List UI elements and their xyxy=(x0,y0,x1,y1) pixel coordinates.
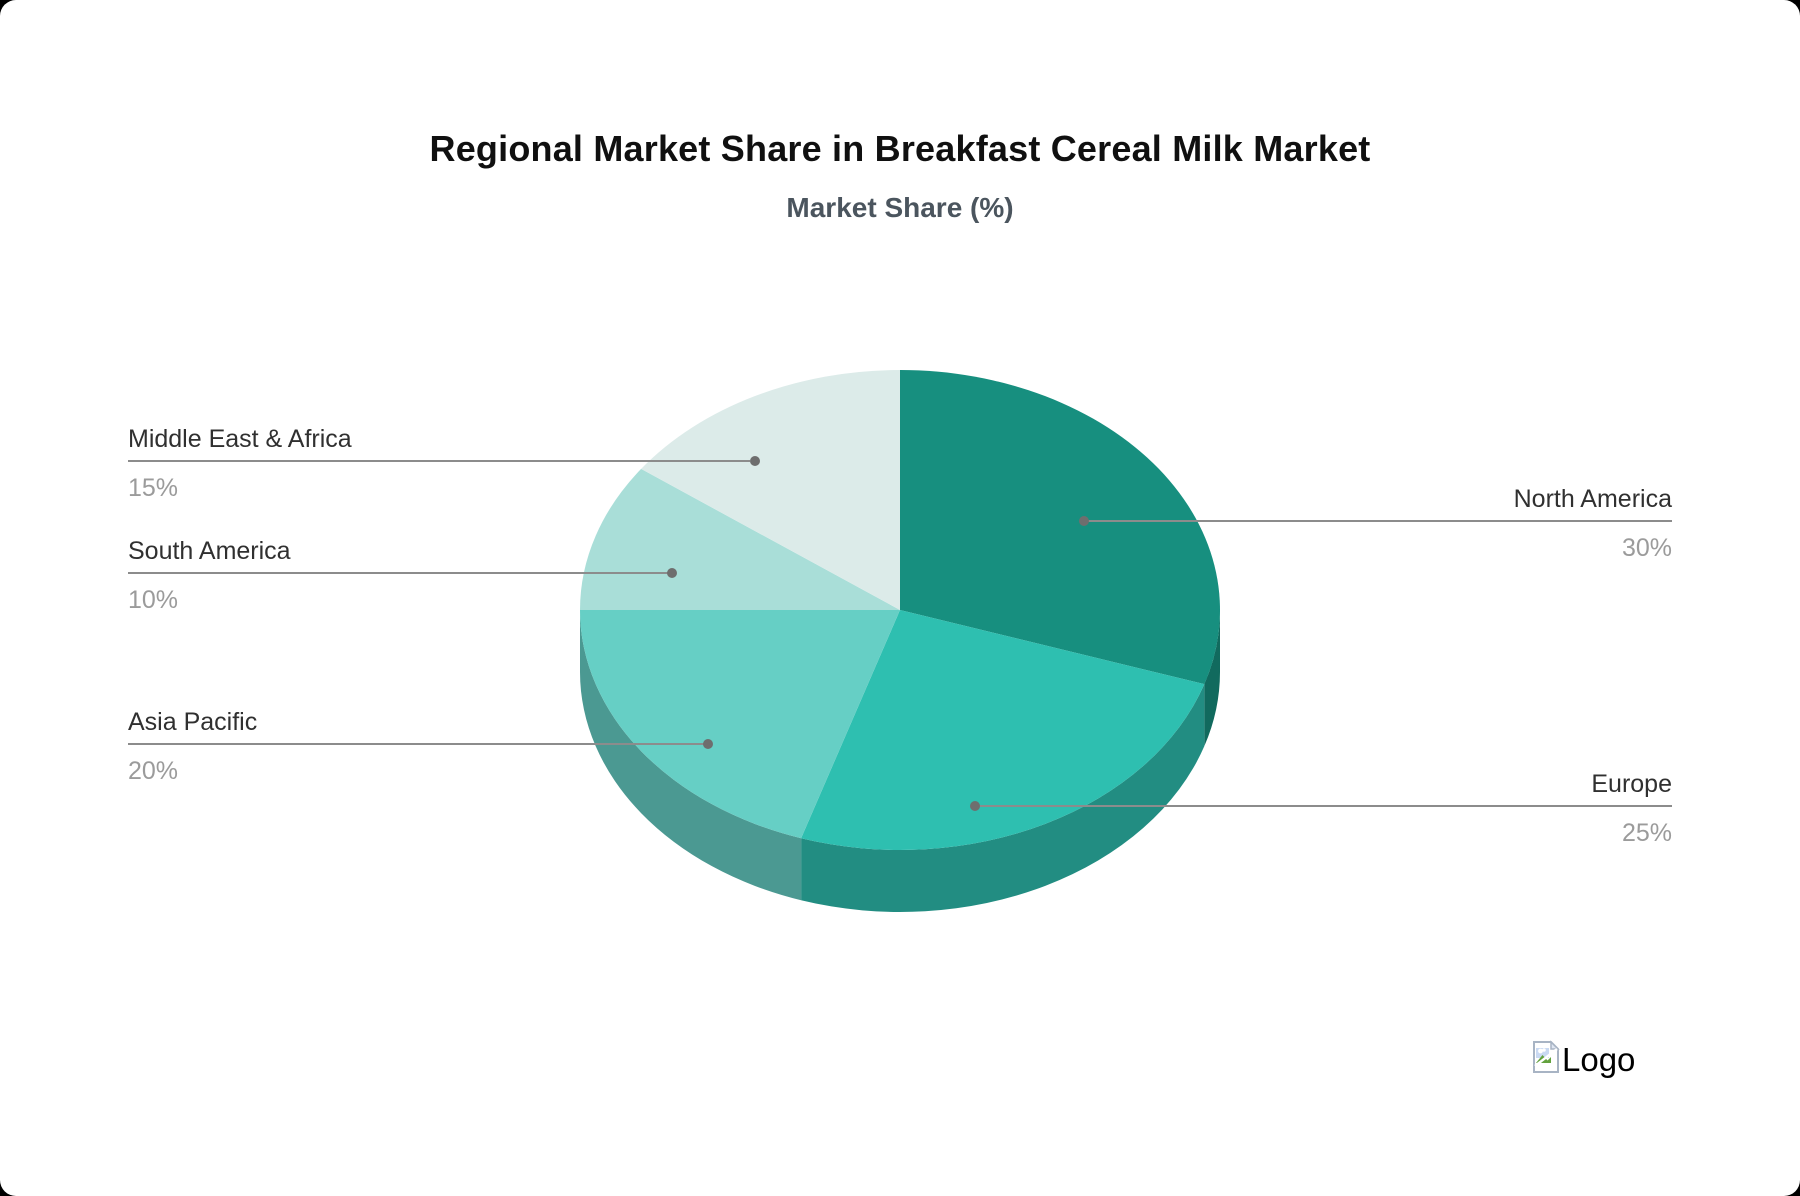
callout-value: 20% xyxy=(128,757,179,785)
pie-slice-wall-asia-pacific xyxy=(580,610,802,901)
pie-slice-middle-east-africa[interactable] xyxy=(641,370,900,610)
pie-slice-asia-pacific[interactable] xyxy=(580,610,900,839)
callout-line xyxy=(128,460,750,462)
pie-slice-south-america[interactable] xyxy=(580,468,900,610)
chart-title: Regional Market Share in Breakfast Cerea… xyxy=(429,128,1371,169)
callout-label: Europe xyxy=(1591,770,1672,798)
callout-line xyxy=(128,572,672,574)
pie-slice-europe[interactable] xyxy=(801,610,1205,850)
callout-label: Middle East & Africa xyxy=(128,425,352,453)
callout-line xyxy=(128,743,708,745)
chart-subtitle: Market Share (%) xyxy=(786,192,1014,223)
callout-dot xyxy=(1079,516,1089,526)
callout-value: 25% xyxy=(1621,819,1672,847)
callout-dot xyxy=(750,456,760,466)
callout-value: 10% xyxy=(128,586,179,614)
callout-dot xyxy=(667,568,677,578)
callout-label: North America xyxy=(1513,485,1672,513)
callout-label: South America xyxy=(128,537,291,565)
callout-line xyxy=(1084,520,1672,522)
logo-alt-text: Logo xyxy=(1562,1041,1636,1078)
broken-image-icon xyxy=(1532,1040,1560,1079)
logo: Logo xyxy=(1532,1040,1635,1079)
callout-line xyxy=(975,805,1672,807)
pie-slice-wall-europe xyxy=(801,684,1205,912)
pie-slice-wall-north-america xyxy=(1204,610,1220,747)
pie-slice-north-america[interactable] xyxy=(900,370,1221,685)
callout-value: 15% xyxy=(128,474,179,502)
callout-dot xyxy=(970,801,980,811)
callout-value: 30% xyxy=(1621,534,1672,562)
callout-label: Asia Pacific xyxy=(128,708,258,736)
callout-dot xyxy=(703,739,713,749)
